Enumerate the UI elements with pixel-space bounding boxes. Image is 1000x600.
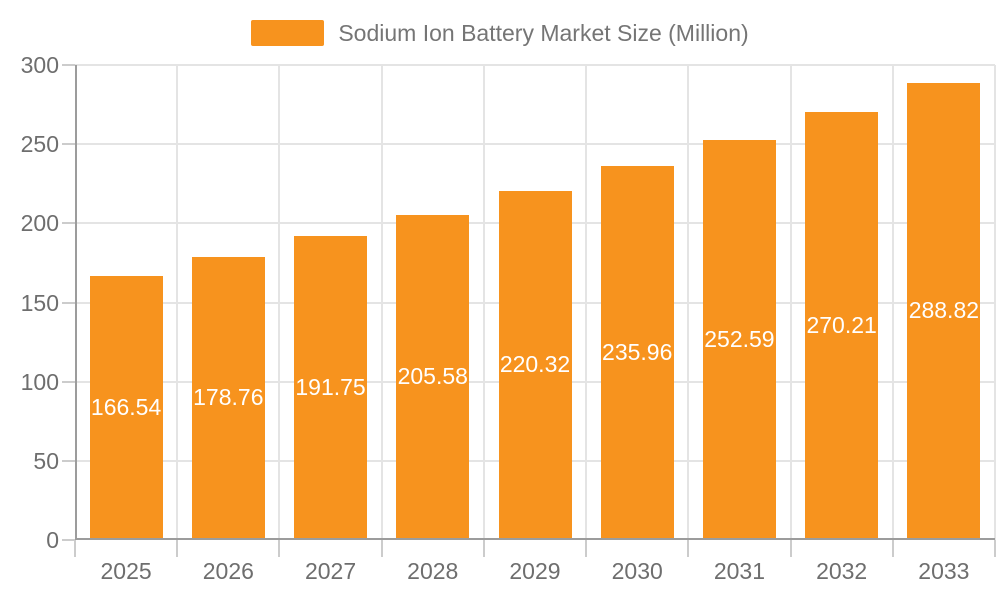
gridline-vertical (278, 65, 281, 540)
y-axis-tick (62, 539, 75, 541)
x-axis-tick (687, 540, 690, 557)
x-axis-tick-label: 2030 (611, 558, 663, 584)
x-axis-tick (74, 540, 76, 557)
gridline-vertical (891, 65, 894, 540)
x-axis-tick (891, 540, 894, 557)
x-axis-tick-label: 2025 (100, 558, 152, 584)
gridline-vertical (687, 65, 690, 540)
y-axis-tick (62, 380, 75, 383)
chart-legend: Sodium Ion Battery Market Size (Million) (0, 20, 1000, 46)
bar: 166.54 (89, 276, 163, 538)
y-axis-tick (62, 459, 75, 462)
y-axis-line (75, 65, 77, 540)
y-axis-tick-label: 250 (20, 131, 59, 158)
gridline-vertical (482, 65, 485, 540)
bar-value-label: 166.54 (90, 393, 162, 420)
x-axis-tick (176, 540, 179, 557)
y-axis-tick-label: 300 (20, 52, 59, 78)
bar: 220.32 (498, 191, 572, 538)
bar: 288.82 (907, 82, 981, 538)
gridline-vertical (994, 65, 996, 540)
gridline-horizontal (75, 64, 995, 66)
bar-value-label: 252.59 (704, 325, 775, 352)
y-axis-tick-label: 150 (20, 289, 59, 316)
x-axis-tick (789, 540, 792, 557)
gridline-vertical (585, 65, 588, 540)
gridline-vertical (789, 65, 792, 540)
x-axis-tick-label: 2033 (918, 558, 970, 584)
legend-swatch-icon (251, 20, 325, 46)
x-axis-tick (482, 540, 485, 557)
gridline-horizontal (75, 143, 995, 146)
gridline-vertical (176, 65, 179, 540)
y-axis-tick (62, 64, 75, 66)
x-axis-tick-label: 2031 (713, 558, 766, 584)
x-axis-tick-label: 2029 (509, 558, 561, 584)
y-axis-tick-label: 100 (20, 368, 59, 395)
y-axis-tick (62, 301, 75, 304)
y-axis-tick-label: 200 (20, 210, 59, 237)
bar: 252.59 (702, 140, 776, 538)
x-axis-tick (585, 540, 588, 557)
bar-value-label: 235.96 (602, 338, 673, 365)
bar: 205.58 (396, 214, 470, 538)
gridline-vertical (380, 65, 383, 540)
x-axis-tick-label: 2032 (816, 558, 868, 584)
bar-value-label: 205.58 (397, 362, 468, 389)
bar-value-label: 178.76 (193, 383, 264, 410)
y-axis-tick (62, 143, 75, 146)
x-axis-tick-label: 2026 (202, 558, 254, 584)
bar-value-label: 288.82 (908, 296, 980, 323)
y-axis-tick (62, 222, 75, 225)
bar: 191.75 (294, 236, 368, 538)
x-axis-tick (278, 540, 281, 557)
x-axis-line (75, 538, 995, 540)
bar-value-label: 270.21 (806, 311, 877, 338)
y-axis-tick-label: 0 (46, 527, 59, 553)
bar: 235.96 (600, 166, 674, 538)
bar: 270.21 (805, 112, 879, 538)
bar: 178.76 (191, 256, 265, 538)
y-axis-tick-label: 50 (33, 447, 59, 474)
x-axis-tick-label: 2027 (304, 558, 357, 584)
bar-value-label: 191.75 (295, 373, 366, 400)
plot-area: 166.54 178.76 191.75 205.58 220.32 235.96 252.… (21, 52, 996, 584)
bar-value-label: 220.32 (499, 351, 571, 378)
legend-label: Sodium Ion Battery Market Size (Million) (338, 20, 749, 46)
x-axis-tick (994, 540, 996, 557)
x-axis-tick (380, 540, 383, 557)
x-axis-tick-label: 2028 (407, 558, 459, 584)
